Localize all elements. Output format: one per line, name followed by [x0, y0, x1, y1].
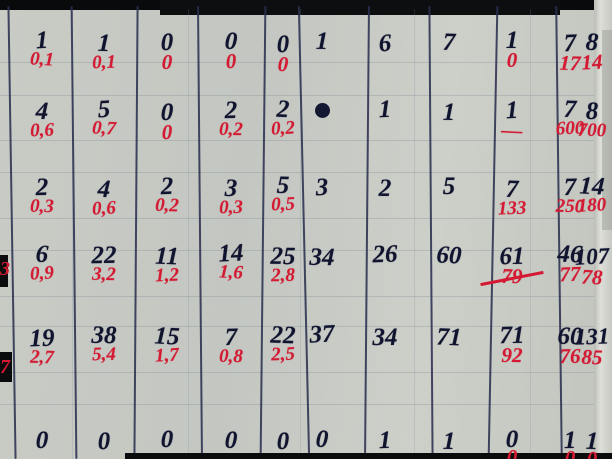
cell-secondary: 3,2 [91, 263, 117, 286]
cell-secondary: 0 [506, 48, 518, 72]
cell-primary: 71 [436, 323, 462, 352]
cell-primary: 1 [315, 27, 329, 56]
cell-secondary: 0,7 [91, 117, 117, 140]
cell-secondary: — [500, 117, 524, 143]
cell-secondary: 92 [501, 342, 523, 368]
cell-secondary: 85 [581, 344, 603, 370]
ink-blob-mark [314, 103, 330, 118]
cell-secondary: 0,1 [29, 48, 55, 71]
cell-secondary: 0 [562, 447, 612, 459]
cell-primary: 1 [442, 427, 456, 456]
printed-rule [0, 140, 612, 141]
cell-primary: 2 [378, 174, 392, 203]
cell-primary: 37 [308, 320, 336, 349]
column-separator [428, 5, 434, 459]
adjacent-sheet-shadow [602, 30, 612, 230]
printed-guide [530, 9, 531, 459]
cell-secondary: 1,7 [154, 344, 180, 367]
cell-primary: 60 [435, 241, 463, 270]
cell-secondary: 0,3 [29, 195, 55, 218]
printed-rule [0, 250, 612, 251]
cell-primary: 6 [378, 29, 392, 58]
cell-secondary: 0,9 [29, 262, 55, 285]
cell-secondary: 14 [580, 49, 604, 75]
cell-primary: 34 [309, 243, 335, 272]
cell-primary: 5 [442, 173, 456, 200]
cell-secondary: 0 [277, 51, 289, 77]
printed-guide [300, 9, 301, 459]
cell-primary: 34 [372, 324, 398, 351]
photo-left-dark-edge [0, 352, 12, 382]
printed-rule [0, 95, 612, 96]
printed-rule [0, 62, 612, 63]
printed-guide [188, 9, 189, 459]
cell-primary: 1 [378, 426, 392, 455]
cell-secondary: 0,2 [154, 194, 180, 217]
cell-primary: 0 [160, 426, 174, 453]
cell-secondary: 0,6 [29, 119, 55, 142]
cell-primary: 0 [35, 426, 49, 455]
cell-secondary: 5,4 [91, 343, 117, 366]
cell-secondary: 180 [577, 194, 607, 217]
cell-primary: 3 [315, 173, 329, 202]
cell-secondary: 0 [161, 119, 173, 145]
photo-top-dark-band-secondary [160, 0, 560, 15]
cell-primary: 1 [505, 27, 519, 54]
cell-secondary: 79 [482, 264, 542, 288]
printed-rule [0, 172, 612, 173]
column-separator [7, 6, 17, 459]
cell-primary: 7 [442, 28, 456, 57]
cell-primary [292, 99, 352, 122]
column-separator [133, 5, 139, 459]
cell-secondary: 0,1 [91, 51, 117, 74]
cell-primary: 0 [97, 427, 111, 456]
cell-secondary: 0 [161, 49, 173, 75]
cell-secondary: 78 [580, 264, 604, 290]
cell-secondary: 133 [497, 197, 527, 220]
photo-bottom-dark-band [125, 453, 612, 459]
cell-primary: 1 [378, 95, 392, 124]
photo-left-dark-edge-upper [0, 255, 8, 287]
cell-primary: 0 [505, 426, 519, 453]
column-separator [487, 6, 499, 459]
cell-primary: 26 [372, 240, 398, 269]
edge-fragment-left-row5: 7 [0, 356, 10, 378]
cell-secondary: 0 [506, 445, 518, 459]
column-separator [364, 5, 370, 459]
cell-secondary: 2,7 [29, 346, 55, 369]
cell-secondary: 0,6 [91, 197, 117, 220]
cell-primary: 0 [315, 425, 329, 454]
edge-fragment-left-row4: 3 [0, 258, 10, 280]
cell-secondary: 700 [577, 119, 607, 142]
printed-guide [414, 9, 415, 459]
cell-primary: 1 [442, 98, 456, 127]
column-separator [197, 5, 203, 459]
printed-rule [0, 218, 612, 219]
cell-secondary: 1,2 [154, 264, 180, 287]
